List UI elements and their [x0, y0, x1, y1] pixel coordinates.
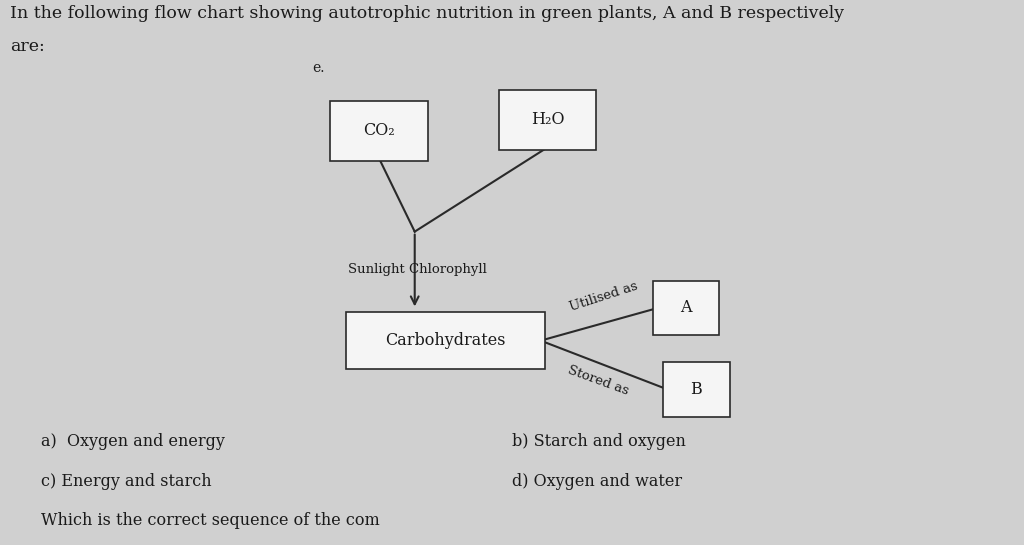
Text: a)  Oxygen and energy: a) Oxygen and energy: [41, 433, 225, 450]
Text: Stored as: Stored as: [566, 364, 631, 397]
FancyBboxPatch shape: [346, 312, 545, 370]
FancyBboxPatch shape: [653, 281, 720, 335]
FancyBboxPatch shape: [500, 90, 596, 150]
FancyBboxPatch shape: [664, 362, 730, 417]
Text: Which is the correct sequence of the com: Which is the correct sequence of the com: [41, 512, 380, 529]
Text: CO₂: CO₂: [362, 122, 395, 140]
Text: Carbohydrates: Carbohydrates: [385, 332, 506, 349]
Text: c) Energy and starch: c) Energy and starch: [41, 474, 212, 491]
Text: B: B: [690, 381, 702, 398]
Text: H₂O: H₂O: [531, 111, 564, 129]
Text: e.: e.: [312, 61, 325, 75]
Text: d) Oxygen and water: d) Oxygen and water: [512, 474, 682, 491]
Text: In the following flow chart showing autotrophic nutrition in green plants, A and: In the following flow chart showing auto…: [10, 5, 845, 22]
Text: Utilised as: Utilised as: [568, 280, 640, 314]
Text: Sunlight Chlorophyll: Sunlight Chlorophyll: [348, 263, 487, 276]
Text: are:: are:: [10, 38, 45, 55]
Text: A: A: [680, 299, 692, 317]
Text: b) Starch and oxygen: b) Starch and oxygen: [512, 433, 686, 450]
FancyBboxPatch shape: [330, 101, 428, 161]
